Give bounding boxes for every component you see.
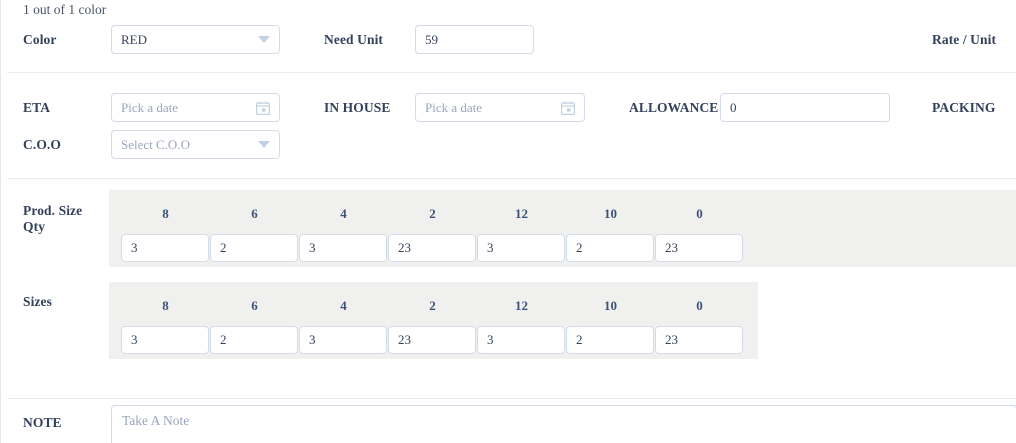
eta-label: ETA (23, 100, 51, 115)
sizes-qty-value: 23 (665, 332, 678, 347)
prod-size-qty-qty-cell: 3 (477, 234, 566, 262)
prod-size-qty-label: Prod. Size Qty (23, 203, 107, 234)
note-label: NOTE (23, 415, 62, 430)
allowance-value: 0 (730, 99, 737, 115)
prod-size-qty-qty-value: 23 (665, 240, 678, 255)
sizes-qty-input[interactable]: 3 (299, 326, 387, 354)
prod-size-qty-header-row: 8 6 4 2 12 10 0 (121, 206, 744, 222)
color-label: Color (23, 32, 57, 47)
calendar-icon[interactable] (561, 101, 575, 115)
sizes-label: Sizes (23, 294, 52, 309)
sizes-qty-value: 3 (131, 332, 138, 347)
packing-label: PACKING (932, 100, 996, 115)
sizes-qty-input[interactable]: 2 (210, 326, 298, 354)
sizes-size-header: 8 (162, 298, 169, 313)
sizes-qty-cell: 23 (655, 326, 744, 354)
sizes-qty-value: 23 (398, 332, 411, 347)
chevron-down-icon (258, 36, 270, 43)
calendar-icon[interactable] (256, 101, 270, 115)
sizes-size-header: 4 (340, 298, 347, 313)
prod-size-qty-size-header: 6 (251, 206, 258, 221)
sizes-qty-input[interactable]: 2 (566, 326, 654, 354)
sizes-qty-input[interactable]: 3 (121, 326, 209, 354)
prod-size-qty-label-line1: Prod. Size (23, 203, 83, 218)
rate-per-unit-label: Rate / Unit (932, 32, 997, 47)
prod-size-qty-qty-value: 2 (220, 240, 227, 255)
color-select-value: RED (121, 31, 147, 47)
sizes-qty-cell: 3 (477, 326, 566, 354)
sizes-size-header: 10 (604, 298, 617, 313)
coo-select[interactable]: Select C.O.O (111, 130, 280, 159)
sizes-qty-cell: 23 (388, 326, 477, 354)
need-unit-label: Need Unit (324, 32, 384, 47)
coo-label: C.O.O (23, 137, 62, 152)
sizes-size-header: 12 (515, 298, 528, 313)
prod-size-qty-qty-value: 23 (398, 240, 411, 255)
note-input[interactable]: Take A Note (111, 405, 1016, 443)
prod-size-qty-qty-cell: 2 (210, 234, 299, 262)
prod-size-qty-qty-input[interactable]: 3 (299, 234, 387, 262)
prod-size-qty-qty-input[interactable]: 2 (566, 234, 654, 262)
sizes-qty-input[interactable]: 23 (655, 326, 743, 354)
coo-placeholder: Select C.O.O (121, 136, 190, 152)
prod-size-qty-qty-cell: 23 (388, 234, 477, 262)
sizes-qty-cell: 2 (210, 326, 299, 354)
prod-size-qty-size-header: 0 (696, 206, 703, 221)
divider-1 (7, 72, 1016, 73)
prod-size-qty-input-row: 3 2 3 23 3 2 23 (121, 234, 744, 262)
allowance-label: ALLOWANCE (629, 100, 719, 115)
chevron-down-icon (258, 141, 270, 148)
prod-size-qty-label-line2: Qty (23, 218, 46, 234)
prod-size-qty-qty-value: 2 (576, 240, 583, 255)
prod-size-qty-size-header: 2 (429, 206, 436, 221)
allowance-input[interactable]: 0 (720, 93, 890, 122)
sizes-qty-value: 3 (487, 332, 494, 347)
sizes-qty-value: 2 (576, 332, 583, 347)
sizes-qty-input[interactable]: 23 (388, 326, 476, 354)
prod-size-qty-qty-input[interactable]: 3 (121, 234, 209, 262)
prod-size-qty-size-header: 4 (340, 206, 347, 221)
prod-size-qty-qty-cell: 3 (299, 234, 388, 262)
divider-2 (7, 178, 1016, 179)
in-house-placeholder: Pick a date (425, 99, 483, 115)
prod-size-qty-qty-value: 3 (131, 240, 138, 255)
sizes-size-header: 2 (429, 298, 436, 313)
in-house-date-picker[interactable]: Pick a date (415, 93, 585, 122)
sizes-qty-cell: 3 (299, 326, 388, 354)
prod-size-qty-size-header: 8 (162, 206, 169, 221)
sizes-qty-value: 3 (309, 332, 316, 347)
prod-size-qty-size-header: 12 (515, 206, 528, 221)
prod-size-qty-qty-cell: 2 (566, 234, 655, 262)
sizes-qty-value: 2 (220, 332, 227, 347)
eta-date-picker[interactable]: Pick a date (111, 93, 280, 122)
color-select[interactable]: RED (111, 25, 280, 54)
prod-size-qty-qty-input[interactable]: 23 (655, 234, 743, 262)
prod-size-qty-qty-cell: 23 (655, 234, 744, 262)
color-count-text: 1 out of 1 color (23, 2, 107, 17)
sizes-qty-input[interactable]: 3 (477, 326, 565, 354)
prod-size-qty-qty-value: 3 (487, 240, 494, 255)
note-placeholder: Take A Note (122, 413, 190, 428)
prod-size-qty-qty-cell: 3 (121, 234, 210, 262)
need-unit-value: 59 (425, 31, 438, 47)
prod-size-qty-qty-value: 3 (309, 240, 316, 255)
in-house-label: IN HOUSE (324, 100, 391, 115)
prod-size-qty-qty-input[interactable]: 2 (210, 234, 298, 262)
eta-placeholder: Pick a date (121, 99, 179, 115)
need-unit-input[interactable]: 59 (415, 25, 534, 54)
sizes-size-header: 0 (696, 298, 703, 313)
divider-3 (7, 398, 1016, 399)
sizes-qty-cell: 3 (121, 326, 210, 354)
prod-size-qty-qty-input[interactable]: 3 (477, 234, 565, 262)
sizes-size-header: 6 (251, 298, 258, 313)
sizes-qty-cell: 2 (566, 326, 655, 354)
prod-size-qty-size-header: 10 (604, 206, 617, 221)
prod-size-qty-qty-input[interactable]: 23 (388, 234, 476, 262)
sizes-input-row: 3 2 3 23 3 2 23 (121, 326, 744, 354)
sizes-header-row: 8 6 4 2 12 10 0 (121, 298, 744, 314)
